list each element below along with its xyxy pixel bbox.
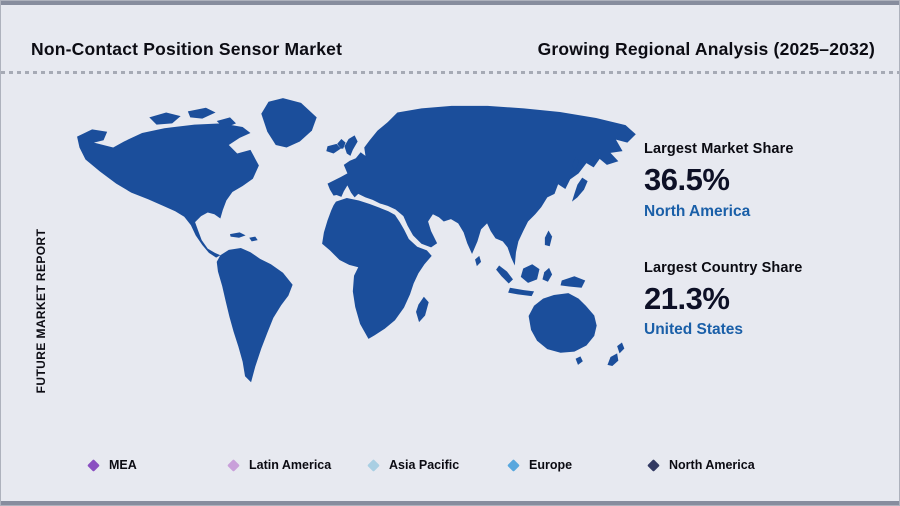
legend-diamond-icon: [227, 458, 240, 472]
stats-panel: Largest Market Share 36.5% North America…: [644, 141, 884, 378]
stat-region: North America: [644, 202, 751, 220]
stat-market-share: Largest Market Share 36.5% North America: [644, 141, 884, 221]
page-title: Non-Contact Position Sensor Market: [31, 39, 343, 59]
page-subtitle: Growing Regional Analysis (2025–2032): [537, 39, 875, 59]
world-map: [77, 98, 636, 383]
stat-value: 21.3%: [644, 280, 730, 316]
brand-watermark: FUTURE MARKET REPORT: [34, 228, 48, 394]
legend-label: MEA: [109, 458, 137, 472]
legend-item-mea: MEA: [87, 458, 229, 472]
stat-country-share: Largest Country Share 21.3% United State…: [644, 260, 884, 340]
legend-item-europe: Europe: [507, 458, 649, 472]
dashed-divider: [1, 71, 899, 74]
legend-label: Europe: [529, 458, 573, 472]
legend-diamond-icon: [367, 458, 380, 472]
legend-diamond-icon: [647, 458, 660, 472]
bottom-accent-bar: [1, 501, 899, 505]
legend-label: Latin America: [249, 458, 332, 472]
legend-label: Asia Pacific: [389, 458, 460, 472]
legend-item-north-america: North America: [647, 458, 789, 472]
legend-diamond-icon: [507, 458, 520, 472]
legend-diamond-icon: [87, 458, 100, 472]
top-accent-bar: [1, 1, 899, 5]
header: Non-Contact Position Sensor Market Growi…: [31, 39, 875, 60]
legend-item-asia-pacific: Asia Pacific: [367, 458, 509, 472]
world-map-container: [59, 89, 637, 401]
legend-item-latin-america: Latin America: [227, 458, 369, 472]
stat-value: 36.5%: [644, 162, 730, 197]
stat-label: Largest Country Share: [644, 259, 803, 276]
legend-label: North America: [669, 458, 755, 472]
stat-region: United States: [644, 321, 744, 339]
legend: MEA Latin America Asia Pacific Europe North …: [87, 458, 879, 472]
stat-label: Largest Market Share: [644, 141, 794, 157]
